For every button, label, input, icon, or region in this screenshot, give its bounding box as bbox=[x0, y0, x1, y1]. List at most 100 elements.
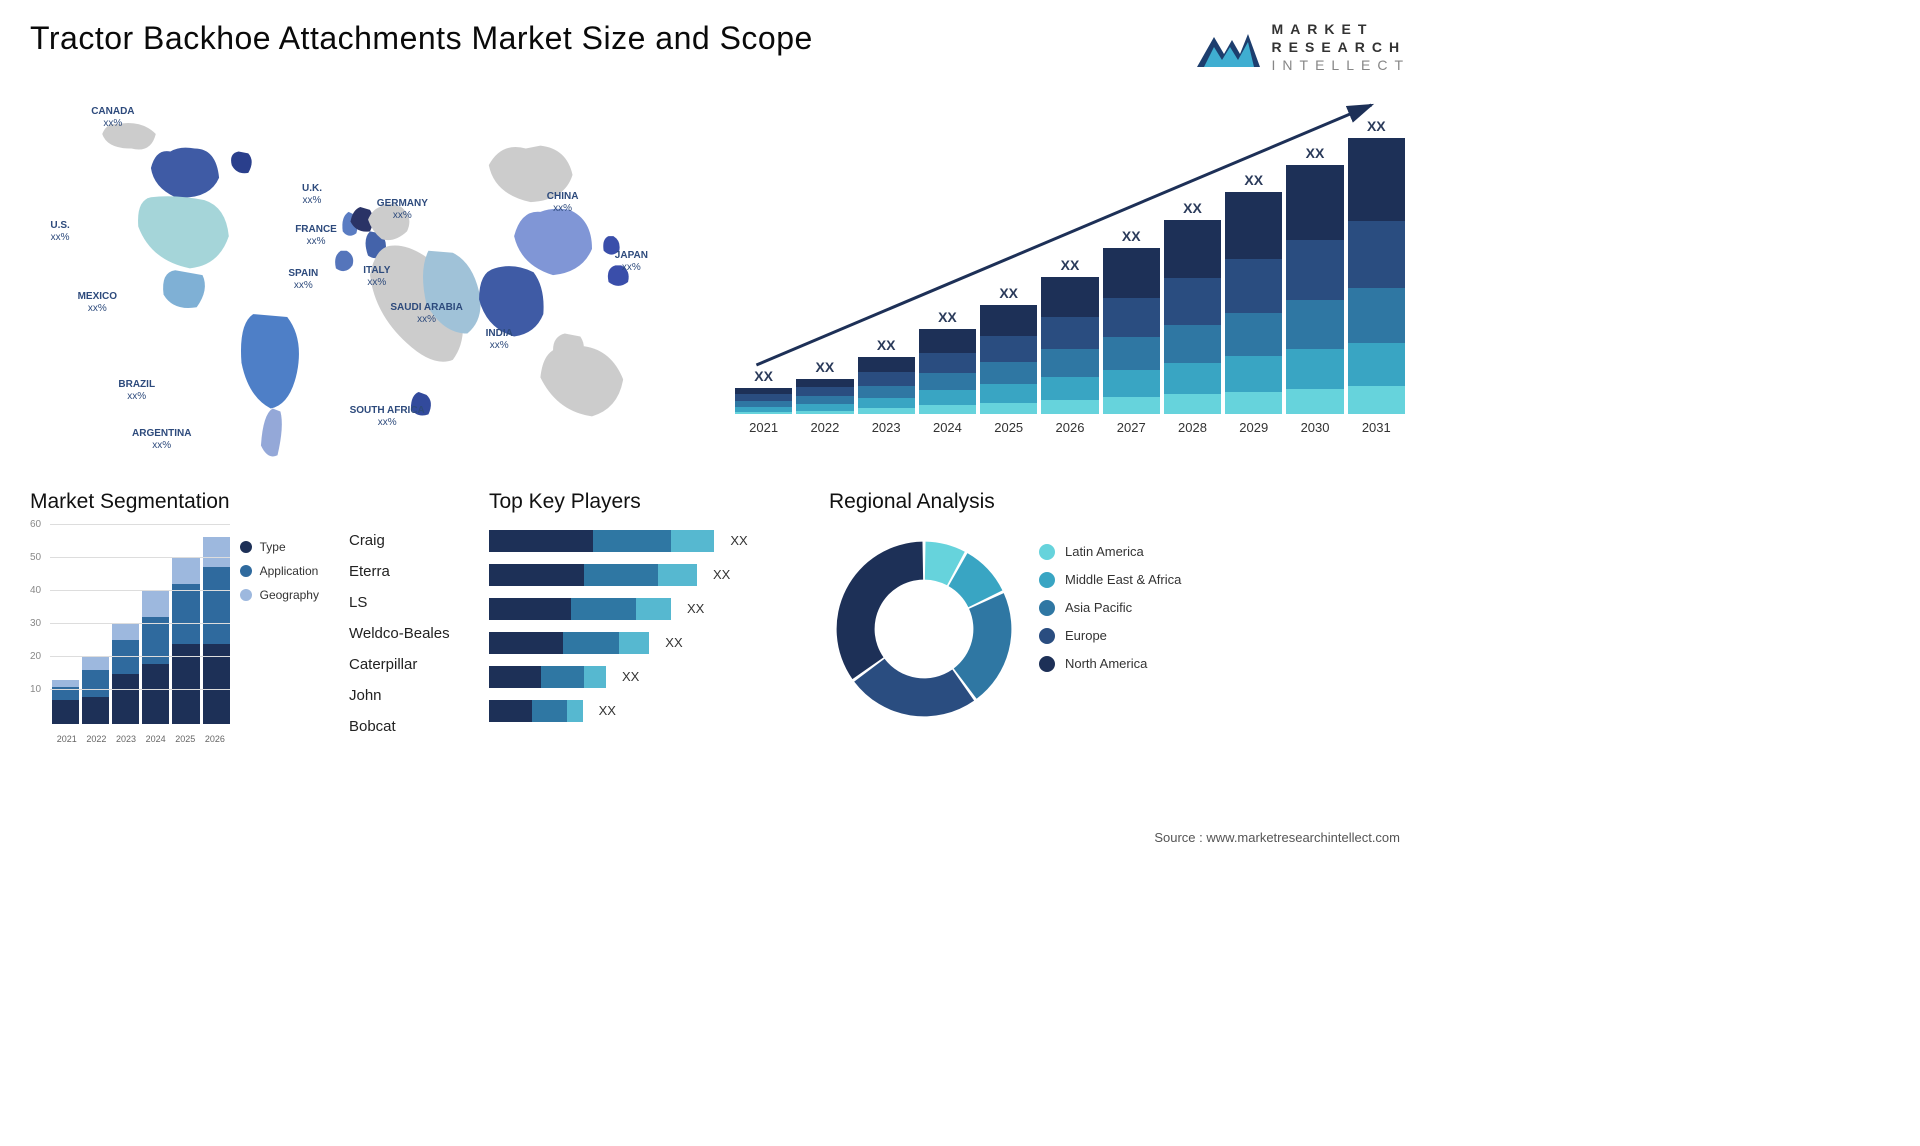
regional-donut-chart bbox=[829, 534, 1019, 724]
forecast-bar-2025: XX2025 bbox=[980, 285, 1037, 435]
player-value-label: XX bbox=[599, 703, 616, 718]
map-label-india: INDIAxx% bbox=[486, 328, 513, 352]
page-title: Tractor Backhoe Attachments Market Size … bbox=[30, 20, 813, 57]
map-region bbox=[241, 314, 299, 408]
player-segment bbox=[489, 598, 571, 620]
regional-legend-item: Middle East & Africa bbox=[1039, 572, 1181, 588]
map-region bbox=[261, 408, 282, 456]
player-bar-row: XX bbox=[489, 558, 799, 592]
bar-segment bbox=[1103, 298, 1160, 338]
bar-segment bbox=[980, 362, 1037, 384]
logo-mountain-icon bbox=[1192, 22, 1262, 72]
regional-title: Regional Analysis bbox=[829, 490, 1219, 514]
bar-segment bbox=[1164, 220, 1221, 278]
bar-segment bbox=[1103, 248, 1160, 297]
bar-segment bbox=[858, 408, 915, 413]
seg-ytick: 10 bbox=[30, 684, 41, 695]
seg-ytick: 30 bbox=[30, 618, 41, 629]
bar-stack bbox=[858, 357, 915, 414]
player-segment bbox=[563, 632, 619, 654]
bar-year-label: 2021 bbox=[749, 420, 778, 435]
seg-legend-item: Application bbox=[240, 564, 319, 578]
player-bar-row: XX bbox=[489, 626, 799, 660]
bar-segment bbox=[1286, 240, 1343, 300]
players-bar-chart: XXXXXXXXXXXX bbox=[489, 524, 799, 728]
player-bar-row: XX bbox=[489, 592, 799, 626]
seg-bar-2026 bbox=[203, 537, 230, 724]
player-segment bbox=[532, 700, 567, 722]
map-label-us: U.S.xx% bbox=[50, 220, 69, 244]
bar-value-label: XX bbox=[816, 359, 835, 375]
legend-label: North America bbox=[1065, 656, 1147, 671]
player-bar bbox=[489, 598, 671, 620]
forecast-bar-2027: XX2027 bbox=[1103, 228, 1160, 434]
seg-segment bbox=[142, 590, 169, 617]
bar-segment bbox=[1164, 363, 1221, 394]
seg-segment bbox=[112, 624, 139, 641]
bar-year-label: 2022 bbox=[810, 420, 839, 435]
player-value-label: XX bbox=[713, 567, 730, 582]
source-attribution: Source : www.marketresearchintellect.com bbox=[1154, 830, 1400, 845]
map-region bbox=[151, 147, 219, 197]
bar-segment bbox=[1348, 138, 1405, 221]
player-segment bbox=[489, 530, 593, 552]
seg-bar-2021 bbox=[52, 680, 79, 723]
player-value-label: XX bbox=[687, 601, 704, 616]
seg-segment bbox=[203, 567, 230, 644]
seg-bar-2024 bbox=[142, 590, 169, 723]
bar-segment bbox=[1225, 192, 1282, 259]
seg-segment bbox=[172, 584, 199, 644]
bar-value-label: XX bbox=[754, 368, 773, 384]
segmentation-legend: TypeApplicationGeography bbox=[240, 540, 319, 770]
forecast-bar-2029: XX2029 bbox=[1225, 172, 1282, 434]
legend-dot-icon bbox=[240, 565, 252, 577]
legend-label: Asia Pacific bbox=[1065, 600, 1132, 615]
map-label-saudiarabia: SAUDI ARABIAxx% bbox=[390, 302, 462, 326]
bar-stack bbox=[919, 329, 976, 414]
forecast-bar-2024: XX2024 bbox=[919, 309, 976, 435]
map-region bbox=[540, 346, 623, 416]
player-bar bbox=[489, 530, 714, 552]
map-region bbox=[231, 151, 252, 173]
donut-slice bbox=[954, 593, 1012, 699]
player-segment bbox=[584, 564, 658, 586]
bar-segment bbox=[1286, 165, 1343, 240]
player-value-label: XX bbox=[665, 635, 682, 650]
regional-analysis-section: Regional Analysis Latin AmericaMiddle Ea… bbox=[829, 490, 1219, 770]
seg-segment bbox=[112, 640, 139, 673]
bar-segment bbox=[1041, 349, 1098, 376]
seg-segment bbox=[82, 657, 109, 670]
bar-segment bbox=[919, 353, 976, 373]
map-region bbox=[514, 208, 592, 274]
bar-segment bbox=[980, 305, 1037, 336]
bar-value-label: XX bbox=[1367, 118, 1386, 134]
bar-segment bbox=[735, 412, 792, 413]
bar-segment bbox=[796, 387, 853, 396]
bar-segment bbox=[1103, 397, 1160, 413]
player-bar bbox=[489, 564, 697, 586]
bar-segment bbox=[1348, 221, 1405, 288]
legend-dot-icon bbox=[1039, 544, 1055, 560]
map-label-argentina: ARGENTINAxx% bbox=[132, 428, 191, 452]
player-bar bbox=[489, 666, 606, 688]
bar-stack bbox=[1041, 277, 1098, 414]
map-label-mexico: MEXICOxx% bbox=[78, 291, 117, 315]
map-label-france: FRANCExx% bbox=[295, 224, 337, 248]
bar-stack bbox=[1286, 165, 1343, 414]
player-segment bbox=[489, 564, 584, 586]
player-name: Weldco-Beales bbox=[349, 618, 469, 649]
bar-segment bbox=[796, 379, 853, 387]
legend-label: Type bbox=[260, 540, 286, 554]
player-segment bbox=[489, 632, 563, 654]
player-bar bbox=[489, 700, 583, 722]
forecast-bar-chart: XX2021XX2022XX2023XX2024XX2025XX2026XX20… bbox=[730, 95, 1410, 465]
regional-legend-item: Asia Pacific bbox=[1039, 600, 1181, 616]
bar-value-label: XX bbox=[877, 337, 896, 353]
seg-bar-2025 bbox=[172, 557, 199, 724]
bar-segment bbox=[1225, 356, 1282, 392]
bar-value-label: XX bbox=[1306, 145, 1325, 161]
bar-segment bbox=[1103, 370, 1160, 397]
bar-segment bbox=[1225, 313, 1282, 357]
legend-label: Middle East & Africa bbox=[1065, 572, 1181, 587]
player-bar-row: XX bbox=[489, 694, 799, 728]
